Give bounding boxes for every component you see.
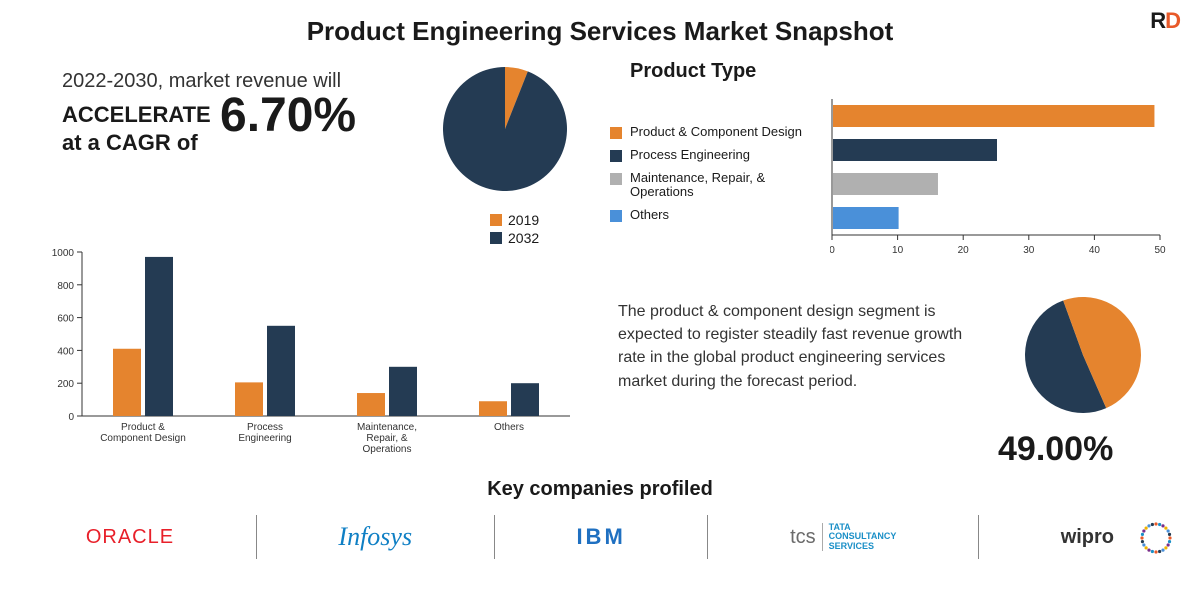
company-logo-infosys: Infosys [308, 522, 442, 552]
page-title: Product Engineering Services Market Snap… [0, 0, 1200, 47]
product-type-title: Product Type [610, 60, 1170, 83]
y-tick: 1000 [52, 248, 75, 259]
divider [707, 515, 708, 559]
companies-title: Key companies profiled [0, 478, 1200, 501]
pt-legend-label: Others [630, 208, 669, 223]
bar [267, 326, 295, 416]
swatch-2019 [490, 214, 502, 226]
bar [357, 393, 385, 416]
bar [389, 367, 417, 416]
swatch-2032 [490, 232, 502, 244]
product-type-block: Product Type Product & Component DesignP… [610, 60, 1170, 263]
pt-legend-item: Maintenance, Repair, & Operations [610, 171, 820, 201]
swatch [610, 127, 622, 139]
x-tick: 20 [958, 245, 970, 256]
company-logo-oracle: ORACLE [56, 526, 204, 549]
x-tick: 30 [1023, 245, 1035, 256]
pie-small-svg [440, 64, 570, 194]
companies-row: ORACLE Infosys IBM tcs TATACONSULTANCYSERVIC… [30, 515, 1170, 559]
x-tick: 10 [892, 245, 904, 256]
bar [511, 383, 539, 416]
y-tick: 400 [57, 346, 74, 357]
logo-r: R [1150, 8, 1165, 33]
wipro-text: wipro [1061, 526, 1114, 548]
hbar [833, 105, 1154, 127]
pie-small-legend: 2019 2032 [490, 212, 539, 248]
category-label: Maintenance, [357, 422, 417, 433]
hbar [833, 173, 938, 195]
divider [494, 515, 495, 559]
legend-2032-label: 2032 [508, 230, 539, 246]
cagr-accelerate: ACCELERATE [62, 102, 211, 127]
pt-legend-label: Maintenance, Repair, & Operations [630, 171, 820, 201]
hbar [833, 207, 899, 229]
divider [978, 515, 979, 559]
cagr-value: 6.70% [220, 88, 356, 143]
wipro-dots-icon [1138, 520, 1174, 556]
legend-item-2032: 2032 [490, 230, 539, 246]
category-label: Engineering [238, 433, 291, 444]
pt-legend-label: Process Engineering [630, 148, 750, 163]
x-tick: 40 [1089, 245, 1101, 256]
swatch [610, 210, 622, 222]
tcs-main: tcs [790, 526, 816, 549]
cagr-atcagr: at a CAGR of [62, 130, 198, 155]
x-tick: 0 [830, 245, 835, 256]
category-label: Others [494, 422, 524, 433]
lower-right-block: The product & component design segment i… [618, 300, 1178, 393]
tcs-sub: TATACONSULTANCYSERVICES [822, 523, 897, 551]
company-logo-wipro: wipro [1031, 526, 1144, 549]
y-tick: 200 [57, 379, 74, 390]
category-label: Repair, & [366, 433, 407, 444]
category-label: Component Design [100, 433, 186, 444]
bar [479, 401, 507, 416]
y-tick: 0 [68, 412, 74, 423]
hbar-chart: 0 10 20 30 40 50 [830, 93, 1170, 263]
pt-legend-label: Product & Component Design [630, 125, 802, 140]
grouped-bar-svg: 0 200 400 600 800 1000 Product &Component Desi… [40, 246, 580, 456]
pie-large [1018, 290, 1148, 425]
pt-legend-item: Process Engineering [610, 148, 820, 163]
pie-small [440, 64, 570, 199]
pie-slice [443, 67, 567, 191]
swatch [610, 150, 622, 162]
grouped-bar-chart: 0 200 400 600 800 1000 Product &Component Desi… [40, 246, 580, 456]
logo-d: D [1165, 8, 1180, 33]
company-logo-tcs: tcs TATACONSULTANCYSERVICES [760, 523, 926, 551]
legend-2019-label: 2019 [508, 212, 539, 228]
bar [145, 257, 173, 416]
bar [113, 349, 141, 416]
description-text: The product & component design segment i… [618, 300, 978, 393]
swatch [610, 173, 622, 185]
category-label: Process [247, 422, 283, 433]
pt-legend-item: Product & Component Design [610, 125, 820, 140]
category-label: Operations [363, 444, 412, 455]
y-tick: 600 [57, 314, 74, 325]
company-logo-ibm: IBM [546, 524, 655, 550]
legend-item-2019: 2019 [490, 212, 539, 228]
upper-section: 2022-2030, market revenue will ACCELERAT… [0, 60, 1200, 260]
hbar [833, 139, 997, 161]
x-tick: 50 [1154, 245, 1166, 256]
pie-large-label: 49.00% [998, 430, 1113, 469]
bar [235, 382, 263, 416]
pie-large-svg [1018, 290, 1148, 420]
pt-legend-item: Others [610, 208, 820, 223]
y-tick: 800 [57, 281, 74, 292]
product-type-legend: Product & Component Design Process Engine… [610, 125, 820, 232]
category-label: Product & [121, 422, 165, 433]
divider [256, 515, 257, 559]
rd-logo: RD [1150, 8, 1180, 34]
product-type-row: Product & Component Design Process Engine… [610, 93, 1170, 263]
